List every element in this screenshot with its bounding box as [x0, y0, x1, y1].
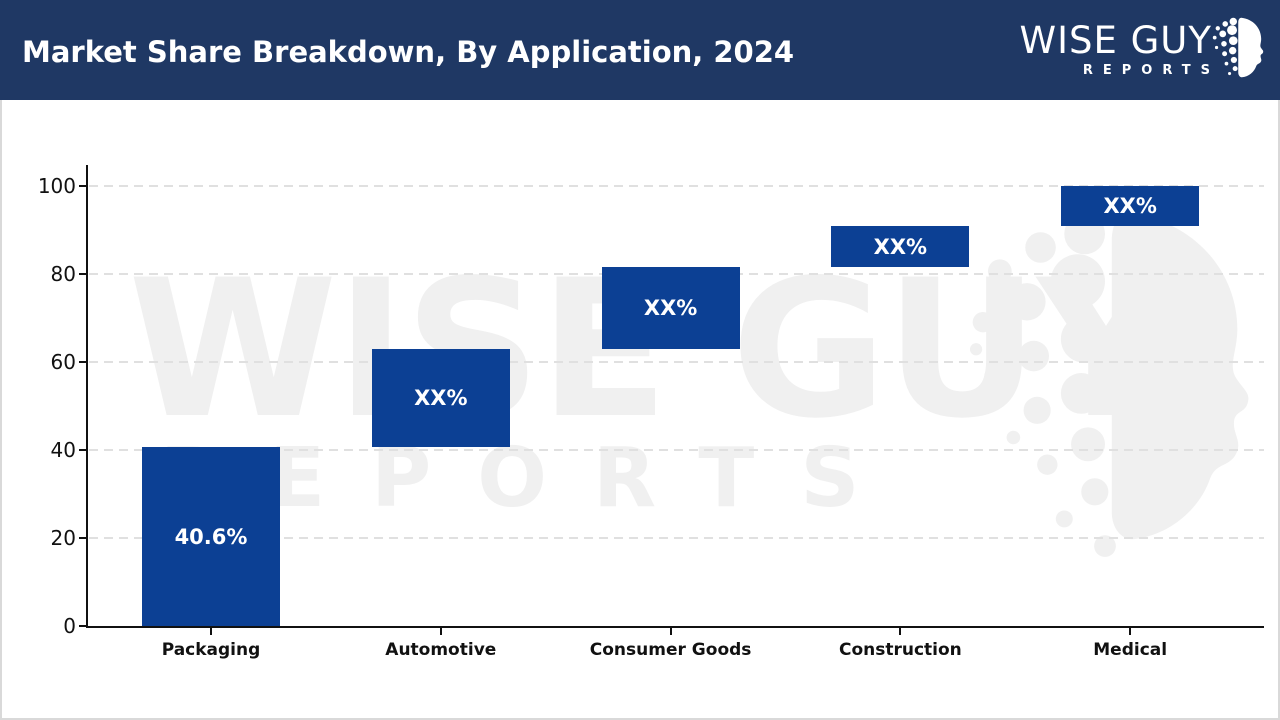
axis-spine-bottom: [86, 626, 1264, 628]
y-tick-mark: [79, 449, 87, 451]
x-tick-mark: [899, 628, 902, 635]
logo-wordmark: WISE GUY: [1019, 19, 1212, 62]
y-tick-mark: [79, 185, 87, 187]
x-axis-label-construction: Construction: [838, 640, 962, 660]
bar-value-label: XX%: [1103, 194, 1157, 219]
y-axis-tick-label: 20: [50, 526, 76, 550]
bar-consumer-goods: XX%: [601, 266, 740, 349]
x-axis-label-automotive: Automotive: [385, 640, 497, 660]
y-axis-tick-label: 60: [50, 350, 76, 374]
y-axis-tick-label: 0: [63, 614, 76, 638]
x-axis-label-medical: Medical: [1093, 640, 1168, 660]
gridline-100: [89, 185, 1264, 187]
wiseguy-logo: WISE GUY REPORTS: [1020, 10, 1268, 90]
bar-automotive: XX%: [371, 348, 510, 448]
head-profile-icon: [1212, 17, 1264, 78]
logo-subtext: REPORTS: [1082, 63, 1220, 78]
bar-value-label: XX%: [414, 386, 468, 411]
x-tick-mark: [1129, 628, 1132, 635]
x-axis-label-packaging: Packaging: [161, 640, 261, 660]
bar-value-label: 40.6%: [174, 524, 248, 549]
x-tick-mark: [210, 628, 212, 635]
bar-value-label: XX%: [873, 234, 928, 259]
chart-title: Market Share Breakdown, By Application, …: [22, 35, 795, 69]
y-axis-tick-label: 80: [50, 262, 76, 286]
y-tick-mark: [79, 537, 87, 539]
gridline-60: [89, 361, 1264, 363]
y-tick-mark: [79, 361, 87, 363]
bar-value-label: XX%: [643, 295, 698, 320]
header-banner: Market Share Breakdown, By Application, …: [0, 0, 1280, 100]
axis-spine-left: [86, 165, 88, 628]
x-axis-label-consumer-goods: Consumer Goods: [589, 640, 752, 660]
y-tick-mark: [79, 273, 87, 275]
x-tick-mark: [669, 628, 672, 635]
gridline-20: [89, 537, 1264, 539]
bar-packaging: 40.6%: [142, 447, 280, 626]
y-tick-mark: [79, 625, 87, 627]
gridline-40: [89, 449, 1264, 451]
bar-construction: XX%: [831, 226, 970, 267]
x-tick-mark: [439, 628, 442, 635]
y-axis-tick-label: 100: [37, 174, 76, 198]
bar-medical: XX%: [1061, 186, 1200, 227]
y-axis-tick-label: 40: [50, 438, 76, 462]
